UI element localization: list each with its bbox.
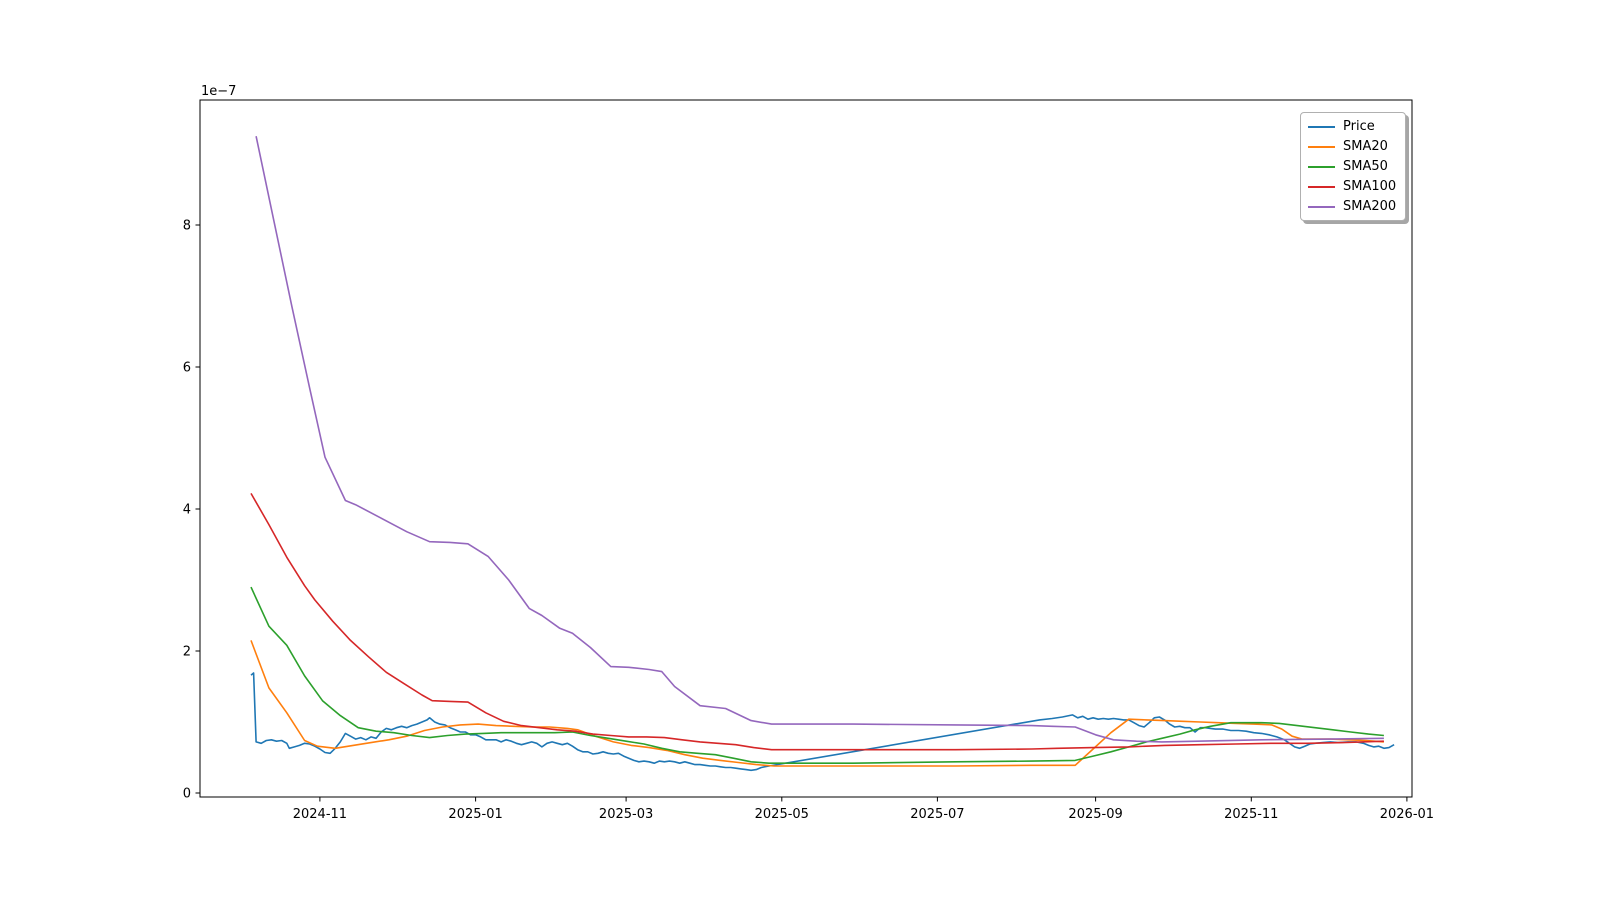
x-tick-label: 2025-03 — [599, 807, 653, 822]
legend-item-sma50: SMA50 — [1308, 157, 1398, 177]
legend-line-sample — [1308, 146, 1335, 148]
x-tick-label: 2025-09 — [1068, 807, 1122, 822]
series-line-sma50 — [250, 586, 1384, 765]
legend-label: SMA100 — [1343, 179, 1397, 194]
x-tick-label: 2026-01 — [1380, 807, 1434, 822]
series-line-sma20 — [250, 640, 1384, 767]
legend-item-sma100: SMA100 — [1308, 177, 1398, 197]
legend-line-sample — [1308, 186, 1335, 188]
y-tick-label: 6 — [183, 361, 191, 376]
series-lines — [250, 136, 1395, 772]
legend: Price SMA20 SMA50 SMA100 SMA200 — [1300, 112, 1406, 221]
y-tick-label: 4 — [183, 503, 191, 518]
y-tick-label: 2 — [183, 645, 191, 660]
legend-label: Price — [1343, 119, 1375, 134]
axes — [195, 99, 1413, 802]
y-axis-offset-text: 1e−7 — [201, 84, 236, 99]
legend-line-sample — [1308, 166, 1335, 168]
legend-line-sample — [1308, 206, 1335, 208]
x-tick-label: 2025-05 — [755, 807, 809, 822]
series-line-sma200 — [255, 136, 1384, 743]
plot-border — [199, 99, 1413, 798]
legend-item-sma20: SMA20 — [1308, 137, 1398, 157]
x-tick-label: 2024-11 — [293, 807, 347, 822]
series-line-price — [250, 672, 1395, 772]
legend-item-price: Price — [1308, 117, 1398, 137]
legend-label: SMA50 — [1343, 159, 1388, 174]
legend-item-sma200: SMA200 — [1308, 197, 1398, 217]
axis-labels: 2024-11 2025-01 2025-03 2025-05 2025-07 2025-… — [183, 84, 1434, 822]
y-tick-label: 0 — [183, 787, 191, 802]
x-tick-label: 2025-07 — [910, 807, 964, 822]
legend-label: SMA20 — [1343, 139, 1388, 154]
x-tick-label: 2025-01 — [448, 807, 502, 822]
legend-line-sample — [1308, 126, 1335, 128]
legend-label: SMA200 — [1343, 199, 1397, 214]
y-tick-label: 8 — [183, 219, 191, 234]
x-tick-label: 2025-11 — [1224, 807, 1278, 822]
series-line-sma100 — [250, 493, 1384, 751]
